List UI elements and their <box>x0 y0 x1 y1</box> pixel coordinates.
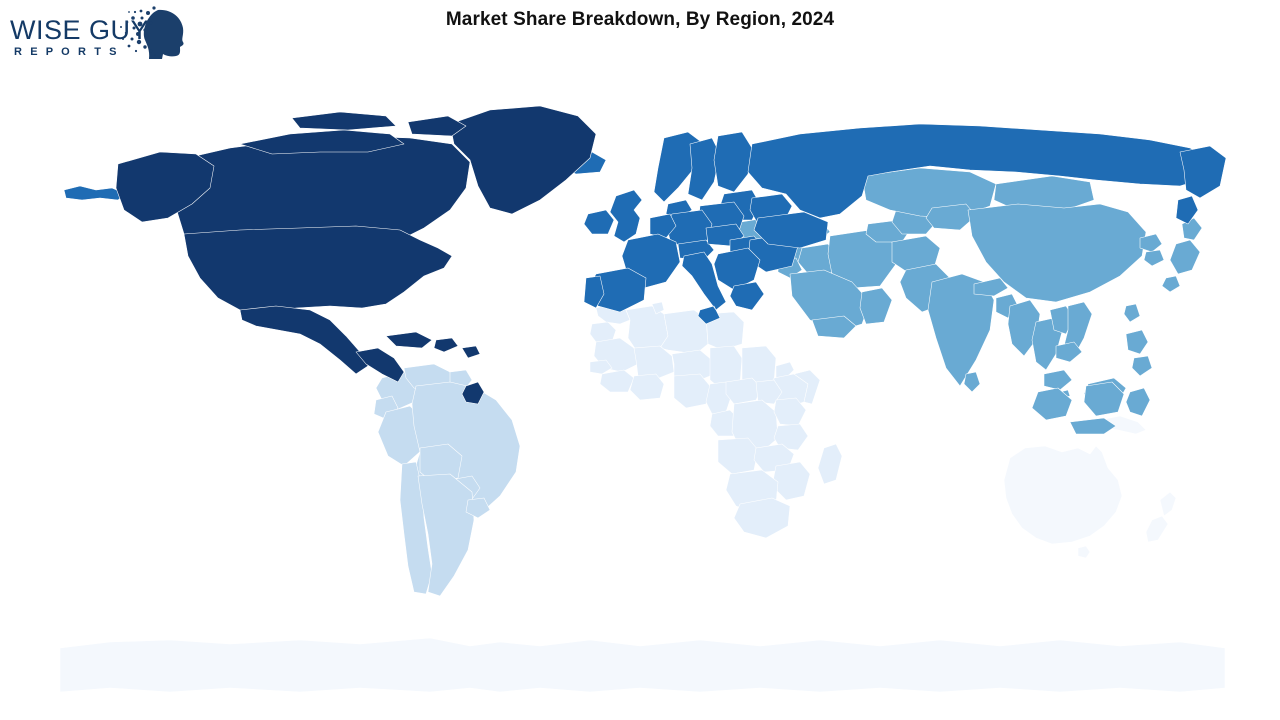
country-kyrgyzstan-tajikistan <box>926 204 976 230</box>
country-eritrea-djibouti <box>776 362 794 378</box>
world-choropleth-map <box>0 48 1280 720</box>
country-mozambique-zimbabwe <box>772 462 810 500</box>
country-sweden <box>688 138 720 200</box>
country-russia-kamchatka <box>1180 146 1226 198</box>
country-nigeria <box>674 374 710 408</box>
country-tanzania <box>774 424 808 450</box>
country-canada-arctic-islands <box>240 112 466 154</box>
wise-guy-reports-logo: WISE GUY R E P O R T S <box>8 6 194 62</box>
country-yemen <box>812 316 856 338</box>
region-north-america <box>116 106 596 404</box>
country-somalia <box>794 370 820 404</box>
country-algeria <box>626 306 668 350</box>
country-new-zealand <box>1146 492 1176 542</box>
country-china <box>968 204 1146 302</box>
country-indonesia-borneo <box>1084 382 1124 416</box>
country-angola <box>718 438 758 474</box>
country-ireland <box>584 210 614 234</box>
country-finland <box>714 132 752 192</box>
country-tasmania <box>1078 546 1090 558</box>
country-egypt <box>706 312 744 350</box>
world-map-container <box>0 48 1280 720</box>
country-russia-sakhalin <box>1176 196 1198 224</box>
country-tunisia <box>652 302 664 314</box>
logo-line1: WISE GUY <box>10 15 149 45</box>
country-senegal-gambia <box>590 360 612 374</box>
logo-wordmark: WISE GUY R E P O R T S <box>10 15 149 58</box>
country-guinea-sierraleone-liberia <box>600 370 634 392</box>
country-netherlands-belgium <box>650 214 676 238</box>
country-argentina <box>418 474 474 596</box>
country-antarctica <box>60 638 1225 692</box>
country-indonesia-sulawesi <box>1126 388 1150 416</box>
country-north-korea <box>1140 234 1162 252</box>
country-south-africa <box>734 498 790 538</box>
country-greenland <box>450 106 596 214</box>
country-mali <box>634 346 674 380</box>
country-russia <box>748 124 1214 218</box>
country-philippines <box>1126 330 1152 376</box>
country-taiwan <box>1124 304 1140 322</box>
country-japan <box>1162 218 1202 292</box>
country-portugal <box>584 276 604 308</box>
country-united-kingdom <box>610 190 642 242</box>
country-western-sahara <box>590 322 616 342</box>
country-mexico <box>240 306 368 374</box>
country-india <box>928 274 994 386</box>
country-uruguay <box>466 498 490 518</box>
country-cambodia <box>1056 342 1082 362</box>
logo-line2: R E P O R T S <box>14 46 119 58</box>
region-europe <box>64 124 1226 324</box>
country-caribbean <box>386 332 480 358</box>
logo-head-profile-icon <box>120 6 184 60</box>
region-south-america <box>374 364 520 596</box>
country-united-states <box>184 226 452 314</box>
country-srilanka <box>964 372 980 392</box>
country-ukraine <box>754 212 828 248</box>
country-central-america <box>356 348 404 382</box>
country-alaska <box>116 152 214 222</box>
country-indonesia-sumatra <box>1032 388 1072 420</box>
country-madagascar <box>818 444 842 484</box>
country-south-sudan <box>756 380 782 404</box>
region-rest-of-world <box>60 416 1225 692</box>
page-title: Market Share Breakdown, By Region, 2024 <box>445 9 835 30</box>
country-indonesia-java <box>1070 418 1116 434</box>
country-greece <box>730 282 764 310</box>
country-australia <box>1004 446 1122 544</box>
region-middle-east-africa <box>590 302 842 538</box>
country-bolivia <box>420 444 462 484</box>
country-myanmar <box>1008 300 1040 356</box>
country-saudi-arabia <box>790 270 870 332</box>
country-italy <box>682 252 726 324</box>
country-french-guiana <box>462 382 484 404</box>
country-oman-uae <box>860 288 892 324</box>
country-mongolia <box>994 176 1094 212</box>
country-nepal-bhutan <box>974 278 1008 296</box>
country-car <box>726 378 762 404</box>
country-ivorycoast-ghana <box>630 374 664 400</box>
country-south-korea <box>1144 250 1164 266</box>
